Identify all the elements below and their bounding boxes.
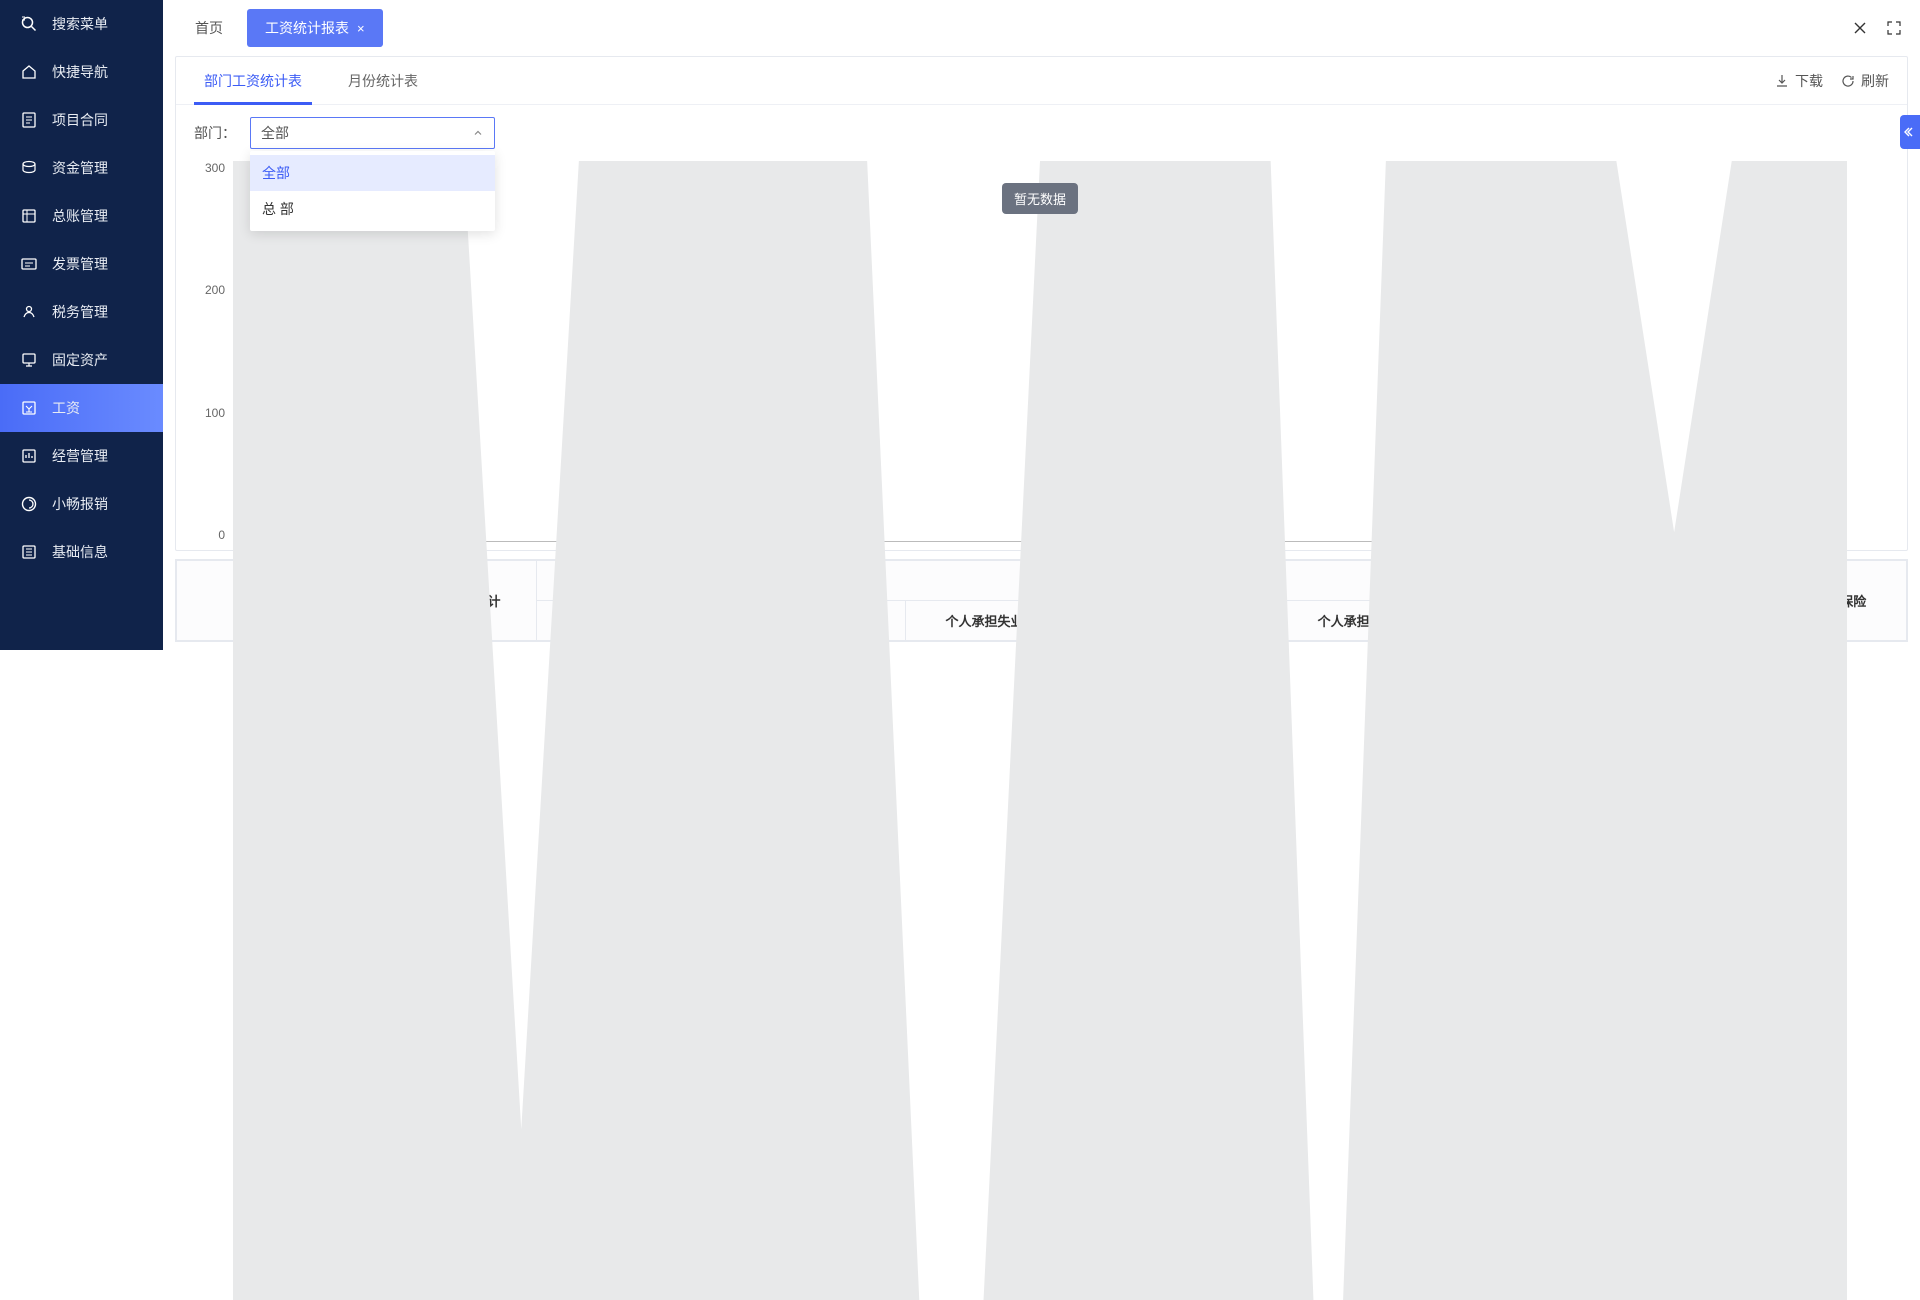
sidebar-item-doc[interactable]: 项目合同 — [0, 96, 163, 144]
home-icon — [18, 61, 40, 83]
chart-y-axis: 300 200 100 0 — [188, 161, 233, 542]
asset-icon — [18, 349, 40, 371]
sidebar-item-money[interactable]: 资金管理 — [0, 144, 163, 192]
sidebar-item-info[interactable]: 基础信息 — [0, 528, 163, 576]
close-icon[interactable]: × — [357, 21, 365, 36]
search-icon — [18, 13, 40, 35]
sidebar-item-label: 经营管理 — [52, 446, 108, 466]
expense-icon — [18, 493, 40, 515]
filter-row: 部门： 全部 全部总 部 — [176, 105, 1907, 157]
tax-icon — [18, 301, 40, 323]
refresh-icon — [1841, 74, 1855, 88]
refresh-button[interactable]: 刷新 — [1841, 71, 1889, 91]
dept-dropdown: 全部总 部 — [250, 151, 495, 231]
salary-icon — [18, 397, 40, 419]
biz-icon — [18, 445, 40, 467]
tab-active-label: 工资统计报表 — [265, 18, 349, 38]
money-icon — [18, 157, 40, 179]
chart-area — [233, 161, 1847, 1300]
sidebar-item-tax[interactable]: 税务管理 — [0, 288, 163, 336]
y-tick: 0 — [218, 528, 225, 542]
doc-icon — [18, 109, 40, 131]
sidebar-item-expense[interactable]: 小畅报销 — [0, 480, 163, 528]
sidebar-item-label: 基础信息 — [52, 542, 108, 562]
info-icon — [18, 541, 40, 563]
dept-option[interactable]: 全部 — [250, 155, 495, 191]
tab-home-label: 首页 — [195, 18, 223, 38]
main: 首页 工资统计报表 × 部门工资统计表 — [163, 0, 1920, 650]
sidebar-item-invoice[interactable]: 发票管理 — [0, 240, 163, 288]
dept-select[interactable]: 全部 — [250, 117, 495, 149]
chart-tooltip: 暂无数据 — [1002, 183, 1078, 214]
dept-select-value: 全部 — [261, 123, 289, 143]
subtab-dept[interactable]: 部门工资统计表 — [194, 57, 312, 105]
sidebar-item-label: 项目合同 — [52, 110, 108, 130]
sidebar-item-ledger[interactable]: 总账管理 — [0, 192, 163, 240]
fullscreen-button[interactable] — [1880, 14, 1908, 42]
download-icon — [1775, 74, 1789, 88]
sidebar-item-salary[interactable]: 工资 — [0, 384, 163, 432]
subtab-row: 部门工资统计表 月份统计表 下载 刷新 — [176, 57, 1907, 105]
sidebar-item-search[interactable]: 搜索菜单 — [0, 0, 163, 48]
y-tick: 100 — [205, 406, 225, 420]
collapse-panel-button[interactable] — [1900, 115, 1920, 149]
subtab-month[interactable]: 月份统计表 — [338, 57, 428, 105]
sidebar-item-home[interactable]: 快捷导航 — [0, 48, 163, 96]
dept-option[interactable]: 总 部 — [250, 191, 495, 227]
sidebar: 搜索菜单快捷导航项目合同资金管理总账管理发票管理税务管理固定资产工资经营管理小畅… — [0, 0, 163, 650]
sidebar-item-label: 总账管理 — [52, 206, 108, 226]
close-all-tabs-button[interactable] — [1846, 14, 1874, 42]
sidebar-item-label: 小畅报销 — [52, 494, 108, 514]
y-tick: 200 — [205, 283, 225, 297]
invoice-icon — [18, 253, 40, 275]
sidebar-item-label: 发票管理 — [52, 254, 108, 274]
y-tick: 300 — [205, 161, 225, 175]
report-panel: 部门工资统计表 月份统计表 下载 刷新 — [175, 56, 1908, 551]
tab-home[interactable]: 首页 — [177, 9, 241, 47]
sidebar-item-biz[interactable]: 经营管理 — [0, 432, 163, 480]
sidebar-item-label: 搜索菜单 — [52, 14, 108, 34]
tabs-bar: 首页 工资统计报表 × — [163, 0, 1920, 56]
download-button[interactable]: 下载 — [1775, 71, 1823, 91]
sidebar-item-label: 资金管理 — [52, 158, 108, 178]
sidebar-item-asset[interactable]: 固定资产 — [0, 336, 163, 384]
chevron-down-icon — [472, 127, 484, 139]
sidebar-item-label: 快捷导航 — [52, 62, 108, 82]
sidebar-item-label: 工资 — [52, 398, 80, 418]
ledger-icon — [18, 205, 40, 227]
sidebar-item-label: 固定资产 — [52, 350, 108, 370]
tab-salary-report[interactable]: 工资统计报表 × — [247, 9, 383, 47]
sidebar-item-label: 税务管理 — [52, 302, 108, 322]
filter-label: 部门： — [194, 123, 236, 143]
